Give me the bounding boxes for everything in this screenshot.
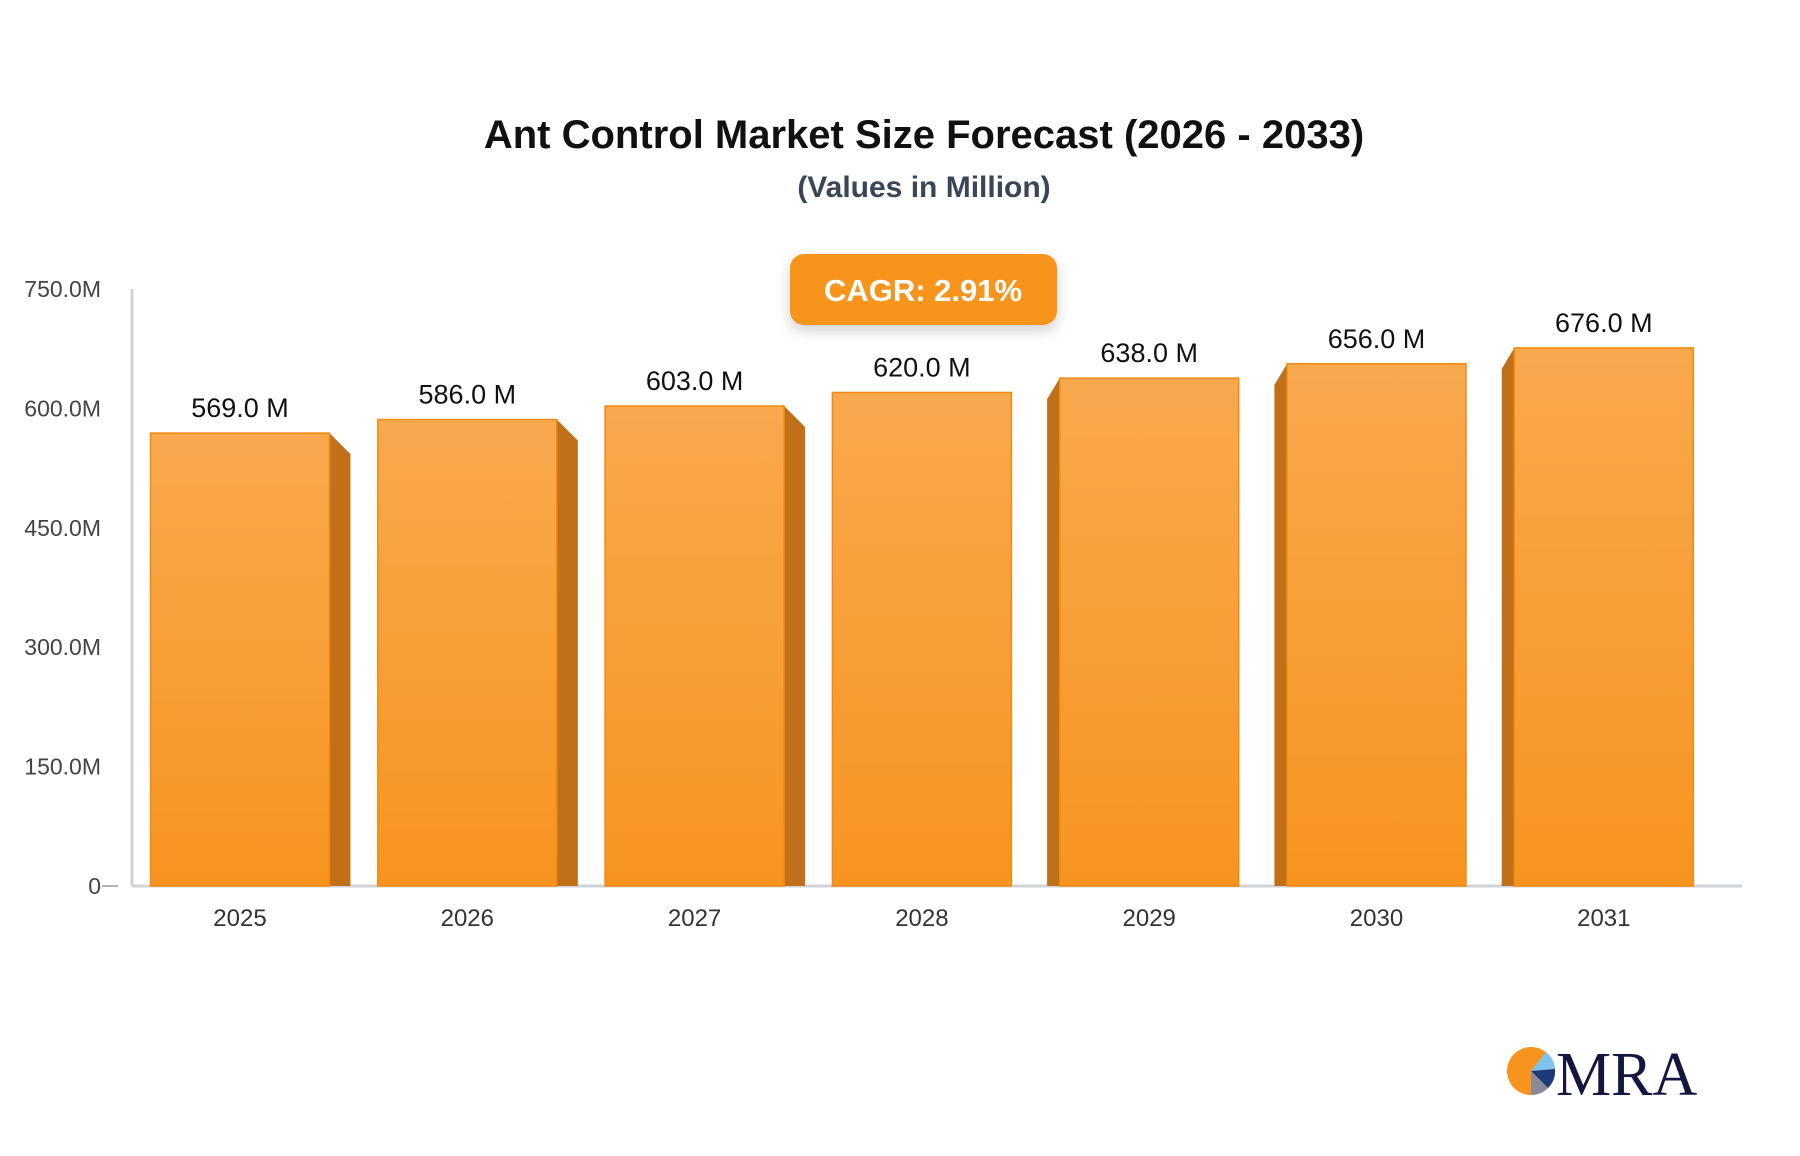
data-label: 586.0 M — [419, 380, 517, 410]
bar-side — [784, 406, 806, 886]
x-tick-label: 2031 — [1577, 905, 1630, 932]
bar-side — [1501, 347, 1515, 886]
cagr-badge: CAGR: 2.91% — [790, 254, 1057, 325]
data-label: 603.0 M — [646, 366, 744, 396]
data-label: 569.0 M — [191, 393, 289, 423]
logo-text: MRA — [1556, 1041, 1697, 1109]
bar — [604, 405, 785, 887]
bar — [1286, 363, 1467, 887]
chart-subtitle: (Values in Million) — [797, 171, 1050, 204]
bar-group: 676.0 M 2031 — [1501, 308, 1695, 932]
cagr-badge-bg — [790, 254, 1057, 325]
bar — [1058, 377, 1240, 887]
bar-group: 569.0 M 2025 — [149, 393, 351, 932]
data-label: 676.0 M — [1555, 308, 1653, 338]
bar-side — [1274, 363, 1287, 887]
bar-side — [556, 419, 578, 886]
bar — [831, 391, 1013, 887]
bar-side — [1047, 378, 1060, 886]
bar — [1513, 347, 1695, 887]
cagr-label: CAGR: 2.91% — [824, 273, 1022, 308]
bar-group: 586.0 M 2026 — [377, 380, 578, 932]
y-tick-label: 450.0M — [24, 515, 101, 541]
x-tick-label: 2029 — [1123, 905, 1176, 932]
bar-group: 638.0 M 2029 — [1047, 338, 1240, 932]
y-tick-label: 0 — [88, 873, 101, 899]
x-tick-label: 2030 — [1350, 905, 1403, 932]
y-tick-label: 300.0M — [24, 634, 101, 660]
data-label: 638.0 M — [1100, 338, 1198, 368]
x-tick-label: 2027 — [668, 905, 721, 932]
x-tick-label: 2026 — [441, 905, 494, 932]
x-tick-label: 2025 — [213, 905, 266, 932]
data-label: 620.0 M — [873, 352, 971, 382]
y-tick-label: 750.0M — [24, 276, 101, 302]
mra-logo: MRA — [1507, 1041, 1697, 1109]
y-tick-label: 600.0M — [24, 395, 101, 421]
bar-group: 620.0 M 2028 — [831, 352, 1013, 932]
bar-side — [329, 433, 351, 886]
y-tick-label: 150.0M — [24, 754, 101, 780]
bar — [149, 432, 331, 887]
bar-group: 656.0 M 2030 — [1274, 324, 1467, 932]
data-label: 656.0 M — [1328, 324, 1426, 354]
bar — [377, 418, 558, 887]
x-tick-label: 2028 — [895, 905, 948, 932]
bar-group: 603.0 M 2027 — [604, 366, 806, 932]
chart-title: Ant Control Market Size Forecast (2026 -… — [484, 113, 1364, 157]
